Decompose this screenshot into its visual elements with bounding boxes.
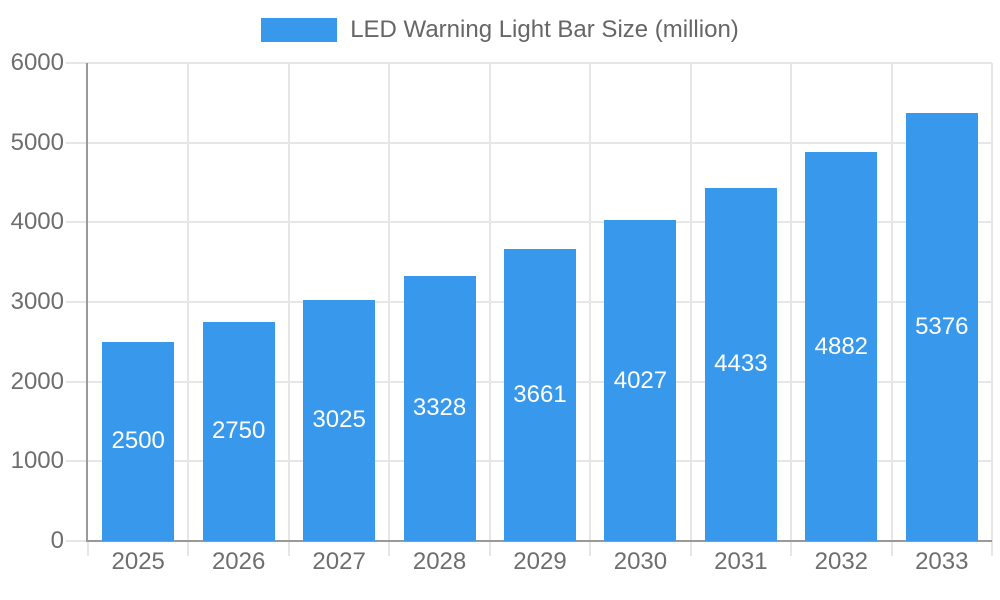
- x-axis-label: 2026: [211, 548, 266, 575]
- x-axis-tick: [890, 541, 893, 556]
- y-axis-tick: [66, 141, 88, 144]
- y-axis-label: 6000: [10, 49, 64, 76]
- bar[interactable]: 4433: [704, 187, 777, 541]
- x-axis-tick: [87, 541, 89, 556]
- bar[interactable]: 4027: [604, 220, 677, 541]
- y-axis-label: 5000: [10, 128, 64, 156]
- x-axis-tick: [287, 541, 290, 556]
- bar[interactable]: 2750: [202, 321, 275, 541]
- x-axis-tick: [488, 541, 491, 556]
- x-axis-tick: [388, 541, 391, 556]
- gridline-vertical: [890, 63, 893, 541]
- legend-item[interactable]: LED Warning Light Bar Size (million): [0, 17, 1000, 43]
- gridline-vertical: [589, 63, 592, 541]
- x-axis-line: [86, 540, 992, 542]
- gridline-vertical: [488, 63, 491, 541]
- bar-value-label: 5376: [915, 312, 969, 340]
- gridline-horizontal: [88, 221, 992, 224]
- x-axis-label: 2031: [714, 548, 768, 575]
- x-axis-label: 2028: [412, 548, 467, 575]
- gridline-horizontal: [88, 62, 992, 64]
- y-axis-tick: [66, 221, 88, 224]
- y-axis-tick: [66, 62, 88, 64]
- bar-value-label: 3025: [312, 406, 366, 434]
- y-axis-tick: [66, 540, 88, 542]
- bar[interactable]: 3025: [303, 300, 376, 541]
- y-axis-label: 2000: [10, 367, 64, 395]
- x-axis-label: 2032: [814, 548, 869, 575]
- y-axis-label: 1000: [10, 447, 64, 475]
- bar-value-label: 3661: [513, 381, 567, 409]
- gridline-vertical: [689, 63, 692, 541]
- gridline-vertical: [790, 63, 793, 541]
- x-axis-tick: [589, 541, 592, 556]
- y-axis-label: 3000: [10, 288, 64, 315]
- x-axis-label: 2029: [513, 548, 567, 575]
- x-axis-label: 2033: [915, 548, 969, 575]
- x-axis-tick: [991, 541, 993, 556]
- legend-label: LED Warning Light Bar Size (million): [350, 16, 739, 43]
- y-axis-label: 4000: [10, 208, 64, 236]
- bar[interactable]: 4882: [805, 152, 878, 541]
- gridline-vertical: [187, 63, 190, 541]
- x-axis-label: 2027: [312, 548, 366, 575]
- y-axis-line: [86, 63, 88, 541]
- x-axis-label: 2025: [111, 548, 165, 575]
- bar-value-label: 4882: [814, 332, 869, 360]
- y-axis-tick: [66, 460, 88, 463]
- x-axis-tick: [187, 541, 190, 556]
- x-axis-tick: [790, 541, 793, 556]
- bar[interactable]: 3661: [504, 249, 576, 541]
- gridline-vertical: [388, 63, 391, 541]
- bar[interactable]: 5376: [905, 112, 978, 541]
- y-axis-tick: [66, 380, 88, 383]
- gridline-vertical: [991, 63, 993, 541]
- y-axis-tick: [66, 301, 88, 303]
- bar-value-label: 4027: [613, 366, 668, 394]
- y-axis-label: 0: [50, 527, 64, 554]
- bar[interactable]: 3328: [403, 275, 476, 541]
- bar-value-label: 2500: [111, 427, 165, 455]
- bar-value-label: 3328: [412, 394, 467, 422]
- bar[interactable]: 2500: [102, 341, 175, 541]
- bar-value-label: 2750: [211, 417, 266, 445]
- bar-value-label: 4433: [714, 350, 768, 378]
- x-axis-label: 2030: [613, 548, 668, 575]
- gridline-vertical: [287, 63, 290, 541]
- gridline-horizontal: [88, 141, 992, 144]
- legend-swatch: [261, 18, 338, 42]
- x-axis-tick: [689, 541, 692, 556]
